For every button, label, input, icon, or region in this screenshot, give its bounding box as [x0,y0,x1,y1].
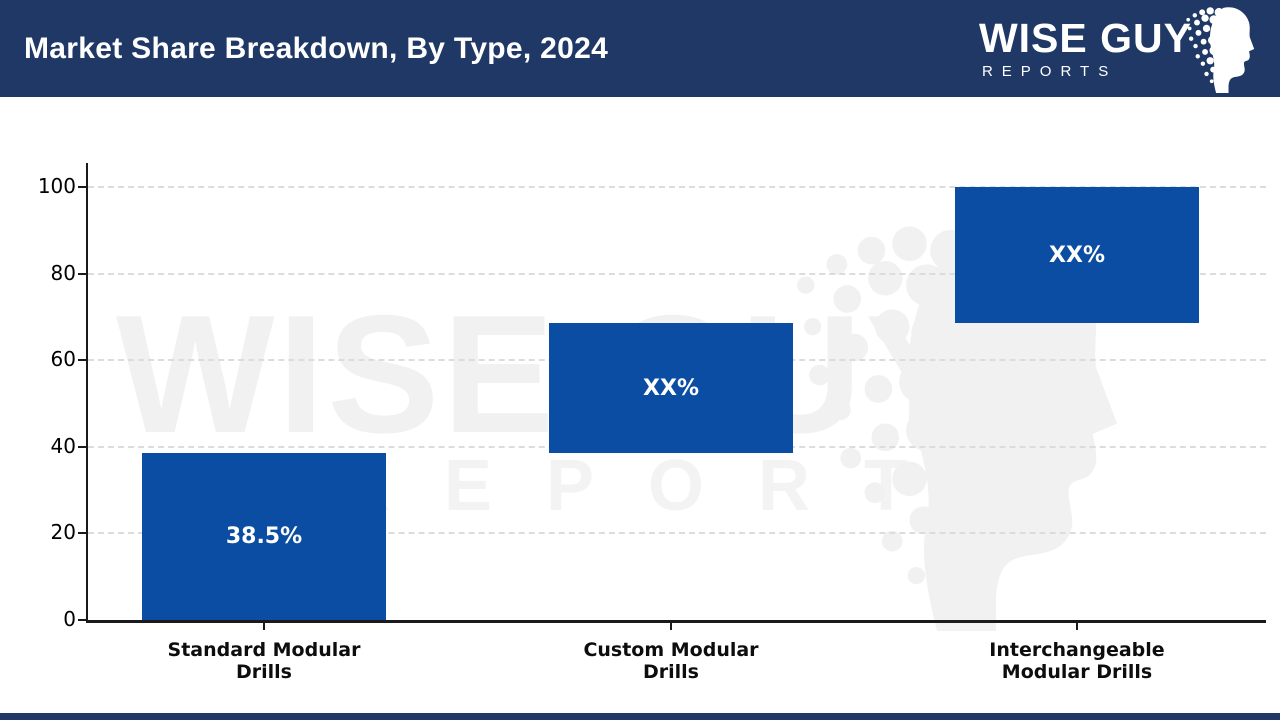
bar-value-label: 38.5% [225,524,303,550]
bar-segment: XX% [955,187,1199,324]
bar-segment: XX% [549,323,793,454]
y-tick-mark-80 [78,272,86,275]
bar-segment: 38.5% [142,453,386,620]
x-category-label: Custom Modular Drills [583,639,759,683]
page-title: Market Share Breakdown, By Type, 2024 [24,31,609,65]
x-category-label: Interchangeable Modular Drills [989,639,1165,683]
y-tick-label-20: 20 [50,520,76,545]
logo-name: WISE GUY [978,14,1192,61]
bar-value-label: XX% [1049,242,1105,268]
gridline-20 [88,532,1266,535]
y-tick-mark-100 [78,186,86,188]
y-tick-mark-20 [78,532,86,535]
x-tick-mark-2 [1076,621,1078,630]
y-tick-mark-0 [78,619,86,621]
x-category-label: Standard Modular Drills [167,639,361,683]
footer-bar [0,713,1280,720]
x-axis-line [86,620,1266,623]
wiseguy-logo-text: WISE GUY REPORTS [978,14,1192,80]
x-tick-mark-1 [670,621,672,630]
wiseguy-logo: WISE GUY REPORTS [979,5,1256,93]
y-tick-mark-60 [78,359,86,362]
header-bar: Market Share Breakdown, By Type, 2024 WI… [0,0,1280,97]
y-tick-label-80: 80 [50,260,76,285]
y-tick-label-100: 100 [37,174,76,198]
watermark-face-icon [778,216,1124,631]
bar-value-label: XX% [643,375,699,401]
y-tick-mark-40 [78,445,86,448]
watermark-text-1: WISE GUY [116,280,981,468]
logo-subtitle: REPORTS [981,62,1118,80]
gridline-100 [88,186,1266,188]
y-tick-label-0: 0 [63,607,76,631]
gridline-80 [88,272,1266,275]
y-tick-label-60: 60 [50,347,76,372]
y-tick-label-40: 40 [50,433,76,458]
wiseguy-face-icon [1182,5,1256,93]
x-tick-mark-0 [263,621,265,630]
y-axis-line [86,163,88,622]
